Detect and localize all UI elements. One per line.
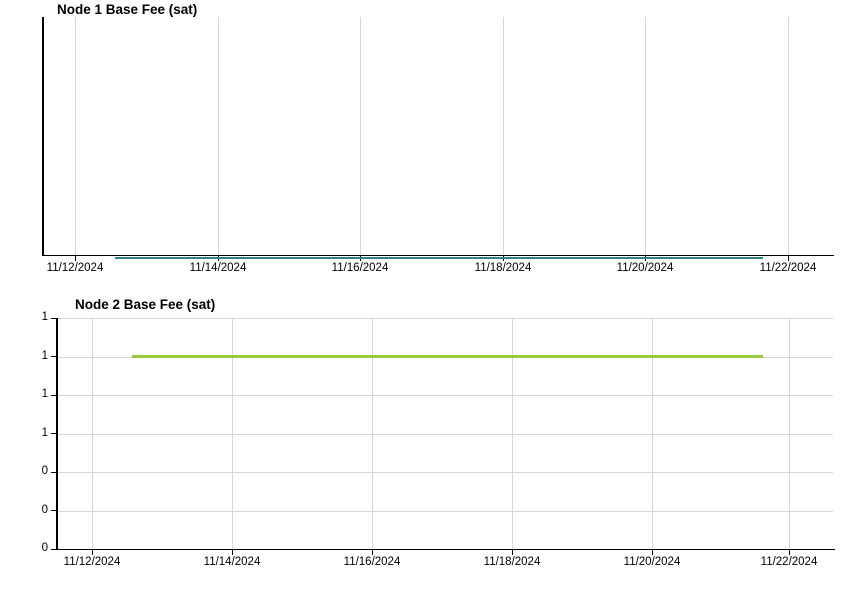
x-tick-label: 11/20/2024 [616, 262, 674, 274]
horizontal-gridline [57, 433, 833, 435]
x-tick-label: 11/22/2024 [759, 262, 817, 274]
chart-node2-series-line [132, 355, 763, 358]
horizontal-gridline [57, 395, 833, 396]
chart-node2-title: Node 2 Base Fee (sat) [75, 297, 216, 312]
x-axis-tick [788, 256, 789, 261]
x-tick-label: 11/16/2024 [331, 262, 389, 274]
vertical-gridline [788, 17, 789, 255]
vertical-gridline [218, 17, 219, 255]
y-axis-tick [51, 433, 57, 434]
x-axis-tick [232, 550, 233, 555]
vertical-gridline [645, 17, 646, 255]
horizontal-gridline [57, 472, 833, 473]
y-axis-tick [51, 510, 57, 511]
y-tick-label: 1 [41, 388, 48, 400]
horizontal-gridline [57, 318, 833, 319]
x-tick-label: 11/20/2024 [623, 556, 681, 568]
chart-node1-x-axis [42, 254, 834, 256]
y-axis-tick [51, 317, 57, 319]
y-axis-tick [51, 471, 57, 473]
x-axis-tick [92, 550, 93, 555]
horizontal-gridline [57, 510, 833, 512]
chart-node2-x-axis [56, 548, 835, 550]
y-tick-label: 0 [41, 465, 48, 477]
y-tick-label: 0 [41, 503, 48, 516]
x-axis-tick [75, 256, 76, 261]
y-tick-label: 1 [41, 426, 48, 439]
x-tick-label: 11/14/2024 [189, 262, 247, 274]
vertical-gridline [360, 17, 361, 255]
x-axis-tick [789, 550, 790, 555]
x-tick-label: 11/12/2024 [63, 556, 121, 568]
vertical-gridline [75, 17, 76, 255]
x-axis-tick [652, 550, 653, 555]
x-tick-label: 11/16/2024 [343, 556, 401, 568]
x-tick-label: 11/18/2024 [474, 262, 532, 274]
y-axis-tick [51, 548, 57, 550]
chart-node1-series-line [115, 256, 763, 259]
chart-node1-title: Node 1 Base Fee (sat) [57, 2, 198, 17]
x-tick-label: 11/12/2024 [46, 262, 104, 274]
y-tick-label: 1 [41, 349, 48, 362]
x-axis-tick [512, 550, 513, 555]
x-tick-label: 11/22/2024 [760, 556, 818, 568]
y-axis-tick [51, 356, 57, 357]
y-tick-label: 1 [41, 311, 48, 323]
y-tick-label: 0 [41, 542, 48, 554]
x-tick-label: 11/18/2024 [483, 556, 541, 568]
chart-node1-y-axis [42, 17, 44, 255]
y-axis-tick [51, 394, 57, 396]
x-tick-label: 11/14/2024 [203, 556, 261, 568]
x-axis-tick [372, 550, 373, 555]
vertical-gridline [503, 17, 504, 255]
